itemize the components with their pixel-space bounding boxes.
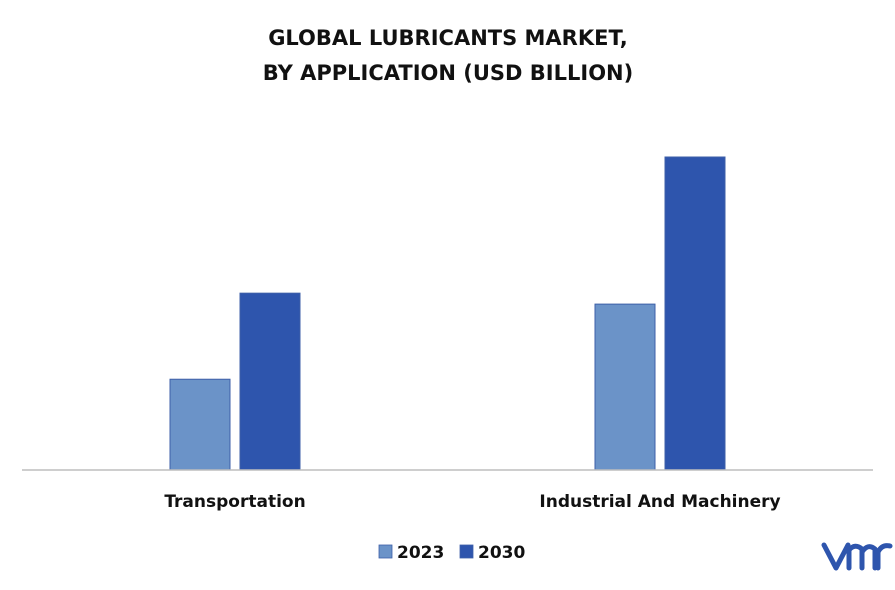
vmr-logo	[821, 542, 893, 571]
legend-label-2023: 2023	[397, 543, 444, 563]
chart-title-line-1: GLOBAL LUBRICANTS MARKET,	[268, 26, 628, 50]
legend: 2023 2030	[378, 543, 525, 563]
legend-swatch-2030	[459, 544, 474, 559]
category-label-industrial-and-machinery: Industrial And Machinery	[539, 492, 780, 512]
vmr-logo-mark	[821, 542, 893, 571]
chart-title-line-2: BY APPLICATION (USD BILLION)	[263, 61, 633, 85]
bar-industrial-and-machinery-2030	[664, 156, 726, 471]
bar-transportation-2023	[169, 378, 231, 471]
bars-group	[169, 156, 726, 471]
legend-label-2030: 2030	[478, 543, 525, 563]
bar-industrial-and-machinery-2023	[594, 303, 656, 471]
legend-swatch-2023	[378, 544, 393, 559]
category-label-transportation: Transportation	[164, 492, 305, 512]
bar-transportation-2030	[239, 292, 301, 471]
